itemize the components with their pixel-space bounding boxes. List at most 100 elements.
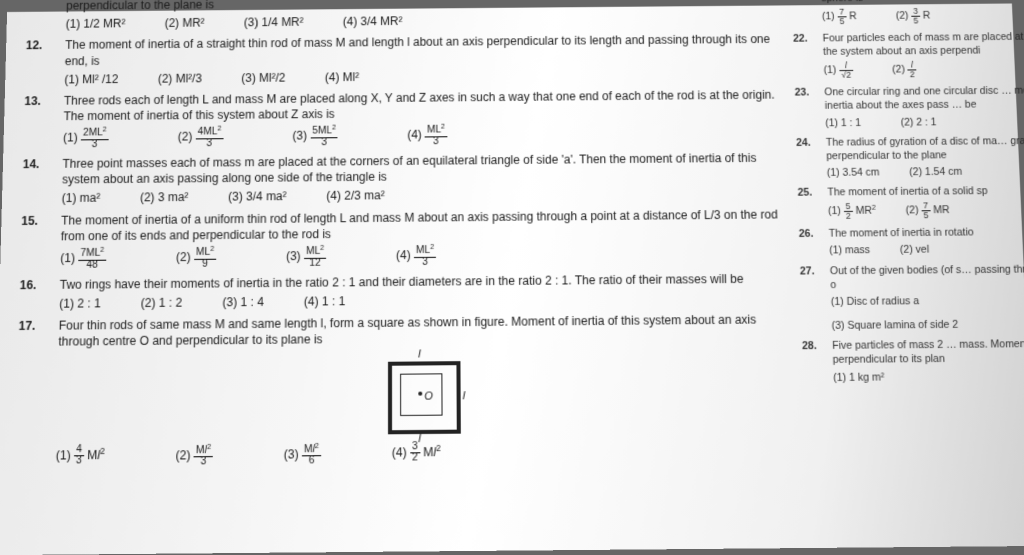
q11-options: (1) 1/2 MR² (2) MR² (3) 1/4 MR² (4) 3/4 … [66, 10, 774, 31]
q12-options: (1) Ml² /12 (2) Ml²/3 (3) Ml²/2 (4) Ml² [64, 66, 774, 88]
q23-text: One circular ring and one circular disc … [824, 85, 1024, 112]
square-diagram: l l l O [380, 353, 461, 434]
opt: (3) Square lamina of side 2 [831, 317, 1024, 333]
opt: (3) 1 : 4 [222, 294, 264, 310]
opt: (1) 2 : 1 [59, 295, 101, 311]
q26-options: (1) mass (2) vel [829, 242, 1024, 258]
center-dot [418, 391, 422, 395]
q26-num: 26. [799, 227, 829, 241]
exam-paper: perpendicular to the plane is (1) 1/2 MR… [0, 3, 1024, 555]
q27: 27. Out of the given bodies (of s… passi… [830, 262, 1024, 334]
q21-tail: sphere is (1) 75 R (2) 35 R [821, 0, 1024, 26]
q24-text: The radius of gyration of a disc of ma… … [826, 135, 1024, 162]
lbl-center: O [424, 389, 433, 404]
opt: (4) 3/4 MR² [343, 14, 403, 30]
q14-options: (1) ma² (2) 3 ma² (3) 3/4 ma² (4) 2/3 ma… [62, 185, 778, 207]
opt: (2) 35 R [896, 7, 931, 25]
q28: 28. Five particles of mass 2 … mass. Mom… [832, 337, 1024, 385]
q12: 12. The moment of inertia of a straight … [64, 32, 774, 88]
q22-options: (1) l√2 (2) l2 [823, 60, 1024, 80]
q27-num: 27. [800, 264, 830, 278]
opt: (1) 7ML248 [60, 247, 106, 271]
q13: 13. Three rods each of length L and mass… [63, 87, 777, 150]
opt: (1) 1/2 MR² [66, 16, 126, 32]
q22-text: Four particles each of mass m are placed… [822, 31, 1024, 58]
q15-text: The moment of inertia of a uniform thin … [61, 207, 778, 243]
q28-text: Five particles of mass 2 … mass. Moment … [832, 338, 1024, 366]
q12-text: The moment of inertia of a straight thin… [65, 33, 770, 68]
opt: (1) l√2 [823, 62, 853, 80]
opt: (3) 3/4 ma² [228, 189, 287, 205]
q13-text: Three rods each of length L and mass M a… [63, 88, 774, 123]
q17: 17. Four thin rods of same mass M and sa… [56, 312, 786, 469]
opt: (1) 2ML23 [63, 127, 109, 151]
opt: (1) ma² [62, 190, 101, 206]
q25: 25. The moment of inertia of a solid sp … [827, 184, 1024, 222]
q23-options: (1) 1 : 1 (2) 2 : 1 [825, 114, 1024, 130]
opt: (1) 1 : 1 [825, 116, 861, 130]
q21-text: sphere is [821, 0, 863, 4]
q25-text: The moment of inertia of a solid sp [827, 185, 988, 198]
q15-options: (1) 7ML248 (2) ML29 (3) ML212 (4) ML23 [60, 241, 780, 271]
opt: (1) 52 MR2 [828, 202, 876, 221]
q22: 22. Four particles each of mass m are pl… [822, 30, 1024, 80]
opt: (4) 32 Ml2 [392, 442, 441, 467]
q27-text: Out of the given bodies (of s… passing t… [830, 263, 1024, 291]
q16-num: 16. [19, 277, 49, 293]
opt: (3) 1/4 MR² [244, 14, 304, 30]
opt: (4) 1 : 1 [304, 293, 346, 309]
opt: (1) Ml² /12 [64, 71, 118, 87]
opt: (2) MR² [165, 15, 205, 31]
q11-tail: perpendicular to the plane is (1) 1/2 MR… [66, 0, 774, 32]
q25-options: (1) 52 MR2 (2) 75 MR [828, 200, 1024, 221]
lbl-bottom: l [418, 432, 421, 447]
q16-options: (1) 2 : 1 (2) 1 : 2 (3) 1 : 4 (4) 1 : 1 [59, 290, 781, 312]
opt: (1) 75 R [822, 8, 857, 26]
opt: (2) l2 [892, 61, 917, 79]
q23: 23. One circular ring and one circular d… [824, 84, 1024, 130]
q14-num: 14. [23, 156, 53, 172]
q11-text: perpendicular to the plane is [66, 0, 214, 12]
q28-options: (1) 1 kg m² [833, 368, 1024, 385]
q27-options: (1) Disc of radius a (3) Square lamina o… [831, 293, 1024, 334]
opt: (1) 1 kg m² [833, 370, 885, 385]
q16-text: Two rings have their moments of inertia … [60, 272, 744, 292]
lbl-right: l [463, 389, 466, 404]
q14-text: Three point masses each of mass m are pl… [62, 151, 757, 186]
opt: (2) Ml23 [176, 444, 214, 468]
q24-num: 24. [796, 136, 826, 150]
q26-text: The moment of inertia in rotatio [829, 227, 974, 240]
q22-num: 22. [793, 32, 823, 46]
opt: (2) Ml²/3 [158, 70, 202, 86]
left-column: perpendicular to the plane is (1) 1/2 MR… [15, 0, 786, 476]
opt: (4) 2/3 ma² [326, 188, 384, 204]
q23-num: 23. [795, 86, 825, 100]
opt: (4) ML23 [407, 124, 447, 147]
q13-options: (1) 2ML23 (2) 4ML23 (3) 5ML23 (4) ML23 [63, 121, 777, 150]
opt: (4) Ml² [325, 69, 359, 85]
q15: 15. The moment of inertia of a uniform t… [60, 206, 780, 270]
opt: (2) 4ML23 [178, 126, 224, 150]
opt: (2) 3 ma² [140, 190, 189, 206]
q13-num: 13. [24, 93, 54, 109]
q25-num: 25. [797, 186, 827, 200]
opt: (2) 1 : 2 [141, 295, 183, 311]
opt: (3) Ml26 [284, 443, 321, 467]
q28-num: 28. [802, 339, 833, 353]
q15-num: 15. [21, 213, 51, 229]
q21-options: (1) 75 R (2) 35 R [822, 6, 1024, 26]
q17-text: Four thin rods of same mass M and same l… [58, 313, 756, 349]
lbl-top: l [418, 347, 421, 362]
opt: (3) 5ML23 [292, 125, 337, 148]
q16: 16. Two rings have their moments of iner… [59, 271, 781, 312]
opt: (4) ML23 [396, 244, 436, 268]
q12-num: 12. [26, 38, 56, 54]
opt: (2) ML29 [176, 246, 216, 270]
q17-num: 17. [18, 318, 49, 334]
opt: (2) 2 : 1 [900, 115, 936, 129]
q24: 24. The radius of gyration of a disc of … [826, 133, 1024, 180]
right-column: sphere is (1) 75 R (2) 35 R 22. Four par… [792, 0, 1024, 391]
opt: (2) 1.54 cm [909, 165, 962, 179]
opt: (3) Ml²/2 [241, 70, 285, 86]
opt: (3) ML212 [286, 245, 326, 269]
